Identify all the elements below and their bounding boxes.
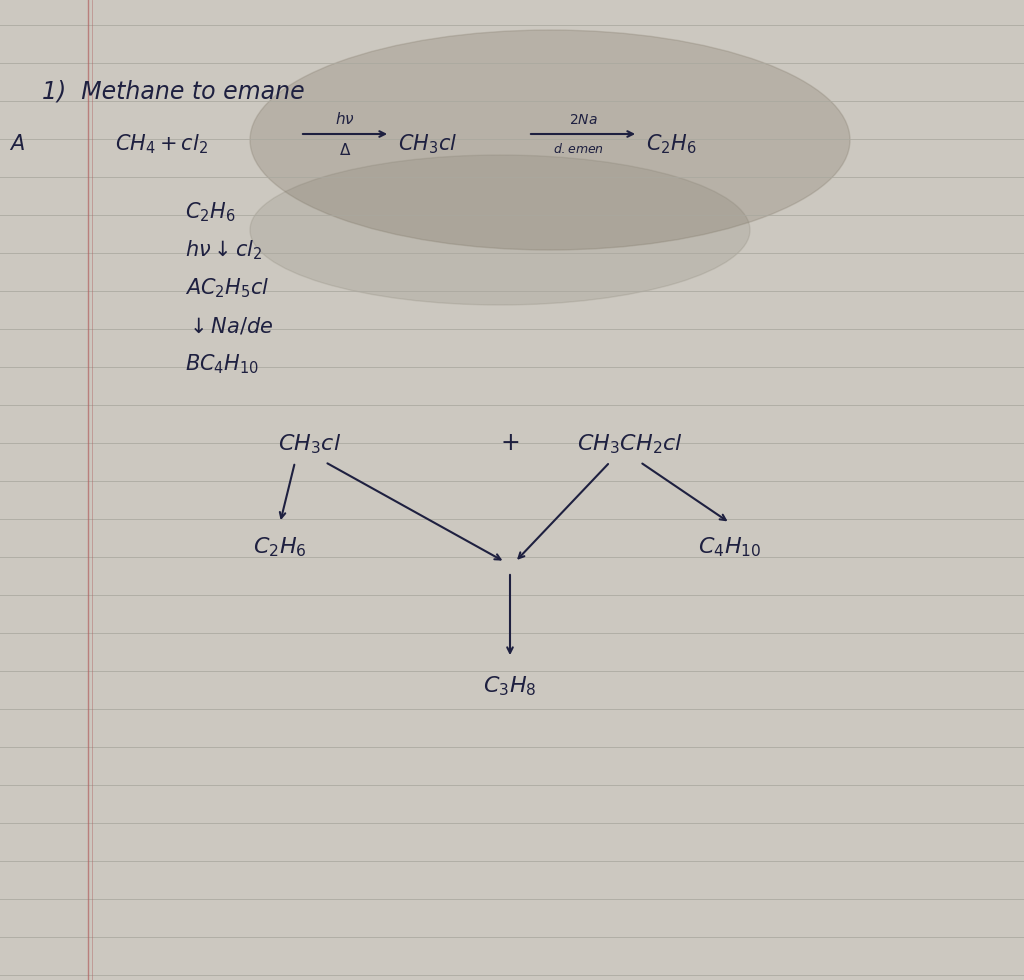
Text: $h\nu\downarrow cl_2$: $h\nu\downarrow cl_2$: [185, 238, 263, 262]
Text: $CH_4+cl_2$: $CH_4+cl_2$: [115, 132, 208, 156]
Text: $C_3H_8$: $C_3H_8$: [483, 674, 537, 698]
Text: A: A: [10, 134, 25, 154]
Text: $h\nu$: $h\nu$: [335, 111, 355, 127]
Text: $CH_3CH_2cl$: $CH_3CH_2cl$: [578, 432, 683, 456]
Ellipse shape: [250, 30, 850, 250]
Text: $C_2H_6$: $C_2H_6$: [646, 132, 696, 156]
Text: $\downarrow Na/de$: $\downarrow Na/de$: [185, 315, 273, 336]
Ellipse shape: [250, 155, 750, 305]
Text: $C_4H_{10}$: $C_4H_{10}$: [698, 535, 762, 559]
Text: $+$: $+$: [501, 431, 519, 455]
Text: $2Na$: $2Na$: [568, 113, 597, 127]
Text: $\Delta$: $\Delta$: [339, 142, 351, 158]
Text: $C_2H_6$: $C_2H_6$: [185, 200, 236, 223]
Text: $CH_3cl$: $CH_3cl$: [398, 132, 458, 156]
Text: 1)  Methane to emane: 1) Methane to emane: [42, 79, 304, 103]
Text: $d.emen$: $d.emen$: [553, 142, 603, 156]
Text: $CH_3cl$: $CH_3cl$: [279, 432, 342, 456]
Text: $BC_4H_{10}$: $BC_4H_{10}$: [185, 352, 259, 375]
Text: $AC_2H_5cl$: $AC_2H_5cl$: [185, 276, 269, 300]
Text: $C_2H_6$: $C_2H_6$: [253, 535, 307, 559]
